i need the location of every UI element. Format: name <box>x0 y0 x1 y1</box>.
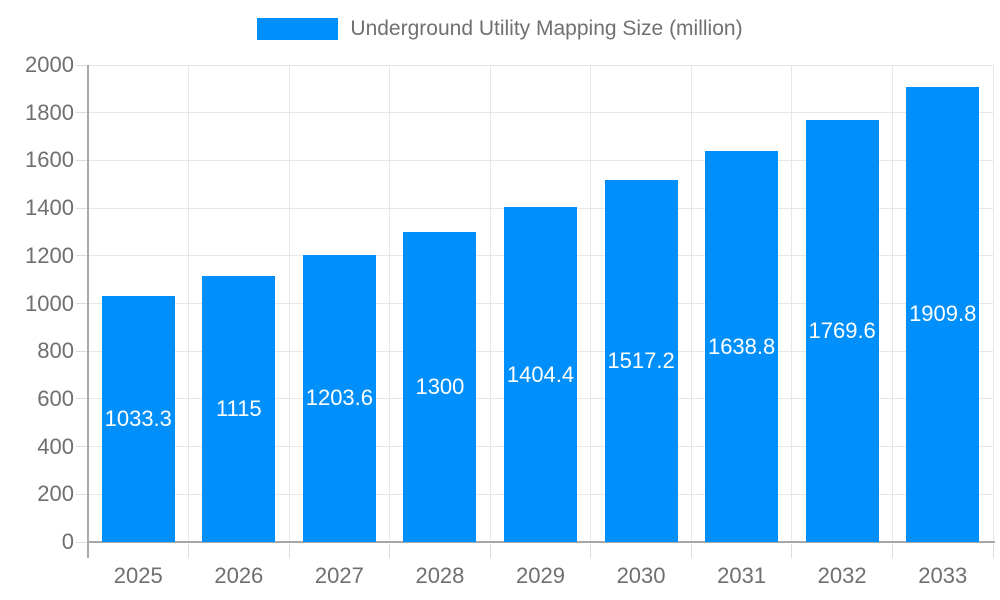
y-axis-label: 600 <box>37 385 74 411</box>
y-axis-tick <box>76 398 88 400</box>
x-axis-label: 2025 <box>113 563 163 588</box>
bar-2030[interactable] <box>604 180 678 542</box>
y-axis-label: 1000 <box>25 290 74 316</box>
gridline-vertical <box>992 65 994 542</box>
y-axis-tick <box>76 446 88 448</box>
gridline-vertical <box>389 65 391 542</box>
x-axis-tick <box>690 544 692 558</box>
x-axis-label: 2031 <box>717 563 767 588</box>
legend-label: Underground Utility Mapping Size (millio… <box>350 17 743 40</box>
y-axis-label: 200 <box>37 481 74 507</box>
x-axis-tick <box>590 544 592 558</box>
y-axis-label: 400 <box>37 433 74 459</box>
gridline-vertical <box>288 65 290 542</box>
x-axis-tick <box>288 544 290 558</box>
y-axis-line <box>87 65 89 558</box>
bar-2025[interactable] <box>101 295 175 542</box>
x-axis-label: 2026 <box>214 563 264 588</box>
x-axis-tick <box>489 544 491 558</box>
x-axis-tick <box>188 544 190 558</box>
y-axis-tick <box>76 159 88 161</box>
y-axis-label: 1400 <box>25 195 74 221</box>
y-axis-tick <box>76 64 88 66</box>
x-axis-line <box>88 541 995 543</box>
bar-2026[interactable] <box>202 276 276 542</box>
gridline-vertical <box>690 65 692 542</box>
y-axis-label: 0 <box>61 529 74 554</box>
x-axis-tick <box>992 544 994 558</box>
x-axis-label: 2032 <box>817 563 867 588</box>
bar-2031[interactable] <box>705 151 779 542</box>
y-axis-tick <box>76 112 88 114</box>
y-axis-tick <box>76 493 88 495</box>
bar-2032[interactable] <box>805 119 879 542</box>
y-axis-tick <box>76 303 88 304</box>
legend-swatch <box>257 18 339 40</box>
gridline-horizontal <box>88 112 993 114</box>
x-axis-tick <box>791 544 793 558</box>
x-axis-label: 2029 <box>516 563 565 588</box>
legend-item[interactable]: Underground Utility Mapping Size (millio… <box>0 16 1000 42</box>
x-axis-label: 2028 <box>415 563 465 588</box>
gridline-vertical <box>489 65 491 542</box>
bar-2033[interactable] <box>906 86 980 542</box>
bar-2028[interactable] <box>403 231 477 542</box>
gridline-horizontal <box>88 64 993 66</box>
y-axis-label: 1600 <box>25 147 74 173</box>
y-axis-label: 1200 <box>25 242 74 268</box>
y-axis-tick <box>76 541 88 543</box>
y-axis-tick <box>76 255 88 257</box>
gridline-vertical <box>188 65 190 542</box>
y-axis-label: 2000 <box>25 52 74 77</box>
y-axis-label: 1800 <box>25 99 74 125</box>
x-axis-label: 2033 <box>918 563 968 588</box>
y-axis-tick <box>76 207 88 209</box>
x-axis-tick <box>389 544 391 558</box>
gridline-vertical <box>891 65 893 542</box>
y-axis-tick <box>76 350 88 352</box>
x-axis-label: 2030 <box>616 563 666 588</box>
gridline-horizontal <box>88 159 993 161</box>
x-axis-tick <box>891 544 893 558</box>
x-axis-label: 2027 <box>314 563 364 588</box>
bar-2027[interactable] <box>302 254 376 542</box>
bar-2029[interactable] <box>504 207 577 542</box>
y-axis-label: 800 <box>37 338 74 364</box>
gridline-vertical <box>590 65 592 542</box>
gridline-vertical <box>791 65 793 542</box>
